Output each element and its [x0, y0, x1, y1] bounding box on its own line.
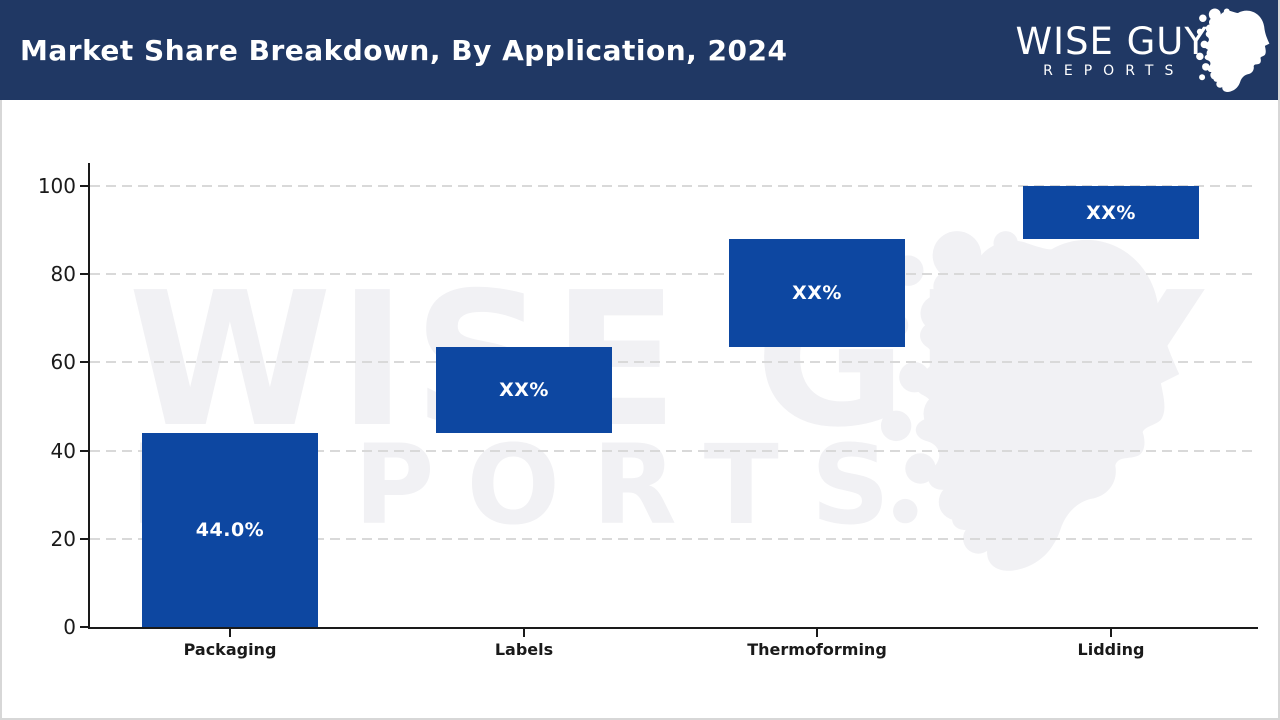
- y-tick-100: [80, 185, 88, 187]
- y-tick-label: 20: [50, 527, 76, 551]
- logo-wise-guy-label: WISE GUY: [1015, 19, 1208, 63]
- y-tick-label: 80: [50, 262, 76, 286]
- y-tick-label: 0: [63, 615, 76, 639]
- x-tick-lidding: [1110, 629, 1112, 637]
- gridline-100: [90, 185, 1258, 187]
- gridline-60: [90, 361, 1258, 363]
- bar-thermoforming: XX%: [729, 239, 905, 347]
- bar-value-label: 44.0%: [195, 519, 265, 541]
- bar-labels: XX%: [436, 347, 612, 433]
- bar-value-label: XX%: [499, 379, 549, 401]
- frame-border-right: [1278, 0, 1280, 720]
- frame-border-left: [0, 100, 2, 720]
- frame-border-bottom: [0, 718, 1280, 720]
- y-tick-60: [80, 361, 88, 363]
- y-tick-label: 100: [37, 174, 76, 198]
- gridline-20: [90, 538, 1258, 540]
- bar-lidding: XX%: [1023, 186, 1199, 239]
- x-category-label: Thermoforming: [747, 640, 887, 659]
- y-tick-20: [80, 538, 88, 540]
- x-category-label: Lidding: [1077, 640, 1145, 659]
- gridline-40: [90, 450, 1258, 452]
- x-category-label: Packaging: [183, 640, 277, 659]
- wise-guy-reports-logo: WISE GUY REPORTS: [1016, 6, 1270, 94]
- bar-packaging: 44.0%: [142, 433, 318, 627]
- x-tick-labels: [523, 629, 525, 637]
- x-axis-line: [88, 627, 1258, 629]
- watermark-head-icon: [880, 231, 1180, 571]
- logo-reports-label: REPORTS: [1043, 62, 1185, 79]
- y-axis-line: [88, 163, 90, 629]
- logo-text: WISE GUY REPORTS: [1015, 19, 1208, 79]
- y-tick-0: [80, 626, 88, 628]
- x-category-label: Labels: [494, 640, 554, 659]
- y-tick-label: 40: [50, 439, 76, 463]
- x-tick-packaging: [229, 629, 231, 637]
- x-tick-thermoforming: [816, 629, 818, 637]
- gridline-80: [90, 273, 1258, 275]
- y-tick-40: [80, 450, 88, 452]
- header-bar: Market Share Breakdown, By Application, …: [0, 0, 1280, 100]
- page-title: Market Share Breakdown, By Application, …: [20, 34, 788, 67]
- y-tick-80: [80, 273, 88, 275]
- bar-value-label: XX%: [1086, 201, 1136, 224]
- y-tick-label: 60: [50, 350, 76, 374]
- bar-value-label: XX%: [792, 282, 842, 304]
